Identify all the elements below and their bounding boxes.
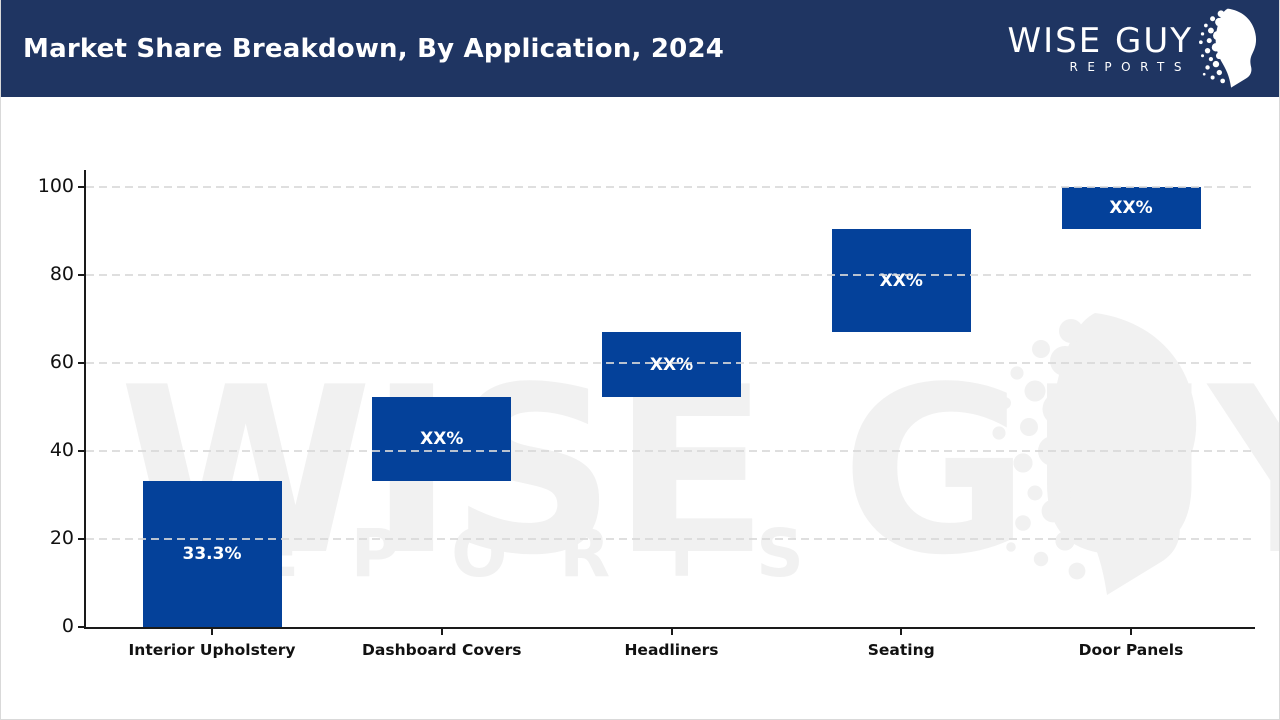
x-tick-mark-headliners	[670, 628, 673, 635]
gridline-20	[86, 538, 1255, 541]
x-tick-mark-door-panels	[1130, 628, 1132, 635]
wise-guy-logo: WISE GUY REPORTS	[1007, 7, 1263, 91]
gridline-40	[86, 450, 1255, 453]
bar-seating: XX%	[831, 229, 971, 333]
bar-label-door-panels: XX%	[1109, 198, 1153, 219]
x-tick-label-dashboard-covers: Dashboard Covers	[362, 641, 522, 659]
page-title: Market Share Breakdown, By Application, …	[23, 33, 725, 64]
logo-wordmark: WISE GUY	[1007, 20, 1193, 61]
y-axis-line	[84, 170, 86, 629]
x-tick-label-interior-upholstery: Interior Upholstery	[128, 641, 296, 659]
logo-text: WISE GUY REPORTS	[1007, 24, 1193, 74]
y-tick-mark-20	[78, 538, 86, 541]
header-bar: Market Share Breakdown, By Application, …	[1, 0, 1279, 97]
gridline-100	[86, 186, 1255, 189]
bar-interior-upholstery: 33.3%	[142, 480, 282, 627]
logo-face-icon	[1198, 8, 1257, 88]
gridline-60	[86, 362, 1255, 365]
y-tick-mark-100	[78, 186, 86, 189]
y-tick-label-20: 20	[49, 527, 74, 550]
y-tick-label-40: 40	[49, 439, 74, 462]
bar-label-dashboard-covers: XX%	[420, 428, 464, 449]
x-tick-mark-dashboard-covers	[440, 628, 443, 635]
gridline-80	[86, 274, 1255, 277]
x-tick-label-headliners: Headliners	[624, 641, 719, 659]
x-tick-mark-interior-upholstery	[211, 628, 213, 635]
y-tick-label-100: 100	[37, 175, 74, 198]
bar-headliners: XX%	[602, 332, 741, 397]
y-tick-label-80: 80	[49, 263, 74, 286]
bar-label-interior-upholstery: 33.3%	[182, 543, 242, 564]
y-tick-mark-80	[78, 274, 86, 277]
y-tick-mark-0	[78, 626, 86, 628]
x-tick-label-seating: Seating	[867, 641, 935, 659]
waterfall-chart: WISE GUY REPORTS 0 20 40 60 80 100 33.3% Interi…	[1, 97, 1279, 719]
bar-label-headliners: XX%	[649, 354, 694, 375]
x-axis-line	[84, 627, 1255, 629]
x-tick-label-door-panels: Door Panels	[1078, 641, 1184, 659]
y-tick-label-60: 60	[49, 351, 74, 374]
logo-subtitle: REPORTS	[1069, 59, 1191, 74]
y-tick-mark-40	[78, 450, 86, 453]
y-tick-label-0: 0	[61, 615, 74, 637]
bar-dashboard-covers: XX%	[372, 396, 512, 481]
x-tick-mark-seating	[900, 628, 903, 635]
y-tick-mark-60	[78, 362, 86, 365]
bar-door-panels: XX%	[1061, 187, 1201, 230]
